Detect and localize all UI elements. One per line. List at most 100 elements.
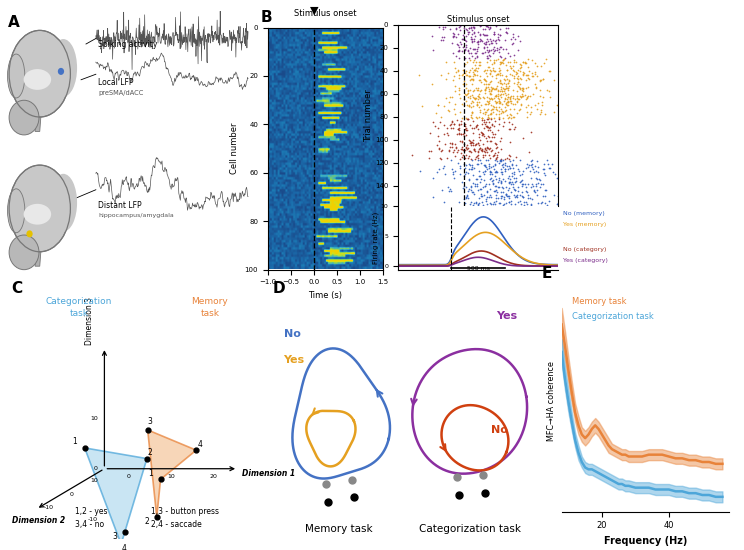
Point bbox=[437, 35, 449, 44]
Point bbox=[506, 161, 518, 169]
Point bbox=[469, 122, 481, 130]
Point bbox=[484, 51, 496, 60]
Point bbox=[466, 74, 478, 83]
Point bbox=[519, 69, 530, 78]
Text: 1: 1 bbox=[148, 469, 153, 478]
Point bbox=[475, 86, 487, 95]
Point bbox=[475, 191, 487, 200]
Point bbox=[466, 102, 478, 111]
Point bbox=[512, 65, 524, 74]
Point bbox=[496, 57, 507, 66]
Point bbox=[427, 173, 439, 182]
Point bbox=[511, 91, 523, 100]
Point bbox=[485, 67, 497, 75]
Point bbox=[458, 184, 469, 192]
Point bbox=[437, 25, 449, 34]
Point bbox=[508, 190, 520, 199]
Point bbox=[532, 179, 544, 188]
Point bbox=[539, 58, 551, 67]
Point bbox=[484, 65, 496, 74]
Point bbox=[493, 34, 504, 43]
Point bbox=[498, 155, 510, 163]
Point bbox=[563, 172, 575, 181]
Point bbox=[565, 185, 577, 194]
Point bbox=[505, 98, 517, 107]
Point bbox=[475, 146, 487, 155]
Point bbox=[502, 84, 514, 92]
Point bbox=[522, 82, 533, 91]
Point bbox=[467, 139, 479, 147]
Point bbox=[464, 43, 475, 52]
Text: Dimension 2: Dimension 2 bbox=[12, 516, 65, 525]
Point bbox=[437, 197, 449, 206]
Point bbox=[516, 188, 528, 197]
Point bbox=[446, 117, 458, 125]
Point bbox=[453, 42, 465, 51]
Point bbox=[463, 175, 475, 184]
Point bbox=[490, 103, 502, 112]
Point bbox=[502, 113, 514, 122]
Point bbox=[480, 82, 492, 91]
Point bbox=[479, 108, 491, 117]
Point bbox=[467, 20, 479, 29]
Point bbox=[495, 76, 507, 85]
Point bbox=[489, 161, 501, 169]
Point bbox=[494, 31, 506, 40]
Point bbox=[469, 49, 481, 58]
Point bbox=[493, 42, 505, 51]
Point bbox=[466, 108, 478, 117]
Point bbox=[482, 143, 494, 152]
Point bbox=[447, 33, 459, 42]
Point bbox=[499, 35, 511, 44]
Point bbox=[452, 47, 464, 56]
Point bbox=[456, 142, 468, 151]
Point bbox=[463, 135, 475, 144]
Point bbox=[561, 172, 573, 181]
Point bbox=[465, 24, 477, 32]
Point bbox=[527, 89, 539, 98]
Point bbox=[463, 24, 475, 32]
Point bbox=[468, 124, 480, 133]
Point bbox=[485, 89, 497, 98]
Point bbox=[521, 93, 533, 102]
Point bbox=[464, 65, 476, 74]
Point bbox=[554, 188, 566, 197]
Point bbox=[461, 142, 472, 151]
Point bbox=[546, 160, 558, 168]
Point bbox=[466, 165, 478, 174]
Point bbox=[504, 194, 516, 202]
Point bbox=[489, 122, 501, 130]
Point bbox=[498, 94, 510, 103]
Point bbox=[466, 30, 478, 38]
Point bbox=[525, 103, 536, 112]
Point bbox=[475, 135, 487, 144]
Point bbox=[481, 165, 493, 174]
Point bbox=[535, 75, 547, 84]
Point bbox=[504, 118, 516, 127]
Point bbox=[449, 140, 461, 148]
Point bbox=[495, 79, 507, 88]
Point bbox=[514, 196, 526, 205]
Point bbox=[512, 78, 524, 86]
Point bbox=[488, 150, 500, 159]
Point bbox=[534, 182, 546, 191]
Point bbox=[504, 138, 516, 146]
Point bbox=[537, 74, 549, 83]
Point bbox=[493, 114, 505, 123]
Point bbox=[500, 28, 512, 36]
Point bbox=[473, 93, 485, 102]
Point bbox=[480, 69, 492, 78]
Point bbox=[434, 155, 446, 163]
Ellipse shape bbox=[24, 204, 51, 224]
Point bbox=[465, 182, 477, 191]
Point bbox=[480, 134, 492, 143]
Point bbox=[519, 57, 531, 66]
Point bbox=[493, 95, 505, 104]
Point bbox=[504, 64, 516, 73]
Point bbox=[498, 87, 510, 96]
Point bbox=[495, 194, 507, 202]
Point bbox=[481, 148, 493, 157]
Point bbox=[512, 81, 524, 90]
Point bbox=[450, 68, 462, 76]
Point bbox=[472, 156, 484, 164]
